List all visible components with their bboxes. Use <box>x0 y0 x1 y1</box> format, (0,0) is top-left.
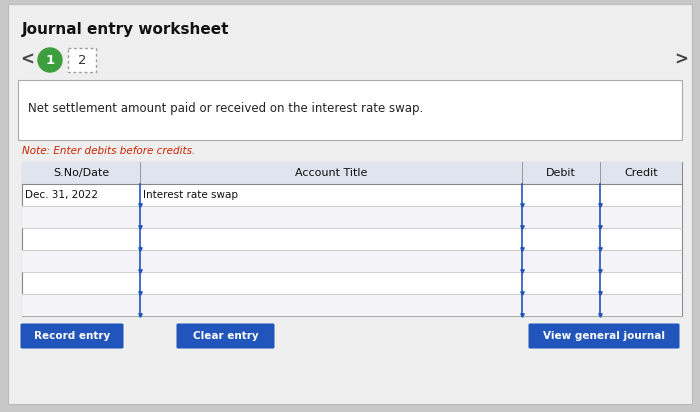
Bar <box>22 206 682 228</box>
Text: Credit: Credit <box>624 168 658 178</box>
Text: Clear entry: Clear entry <box>193 331 258 341</box>
Bar <box>18 80 682 140</box>
Text: >: > <box>674 51 688 69</box>
Text: Interest rate swap: Interest rate swap <box>143 190 238 200</box>
Text: Journal entry worksheet: Journal entry worksheet <box>22 22 230 37</box>
Text: Account Title: Account Title <box>295 168 368 178</box>
Circle shape <box>38 48 62 72</box>
Bar <box>22 162 682 184</box>
Text: Net settlement amount paid or received on the interest rate swap.: Net settlement amount paid or received o… <box>28 101 423 115</box>
Text: Note: Enter debits before credits.: Note: Enter debits before credits. <box>22 146 195 156</box>
Text: S.No/Date: S.No/Date <box>53 168 109 178</box>
FancyBboxPatch shape <box>176 323 274 349</box>
FancyBboxPatch shape <box>528 323 680 349</box>
Text: Dec. 31, 2022: Dec. 31, 2022 <box>25 190 98 200</box>
Text: <: < <box>20 51 34 69</box>
FancyBboxPatch shape <box>20 323 123 349</box>
Text: Record entry: Record entry <box>34 331 110 341</box>
Text: Debit: Debit <box>546 168 576 178</box>
Text: View general journal: View general journal <box>543 331 665 341</box>
Bar <box>22 250 682 272</box>
Text: 2: 2 <box>78 54 86 66</box>
Bar <box>22 294 682 316</box>
Bar <box>22 162 682 316</box>
Text: 1: 1 <box>46 54 55 66</box>
FancyBboxPatch shape <box>68 48 96 72</box>
